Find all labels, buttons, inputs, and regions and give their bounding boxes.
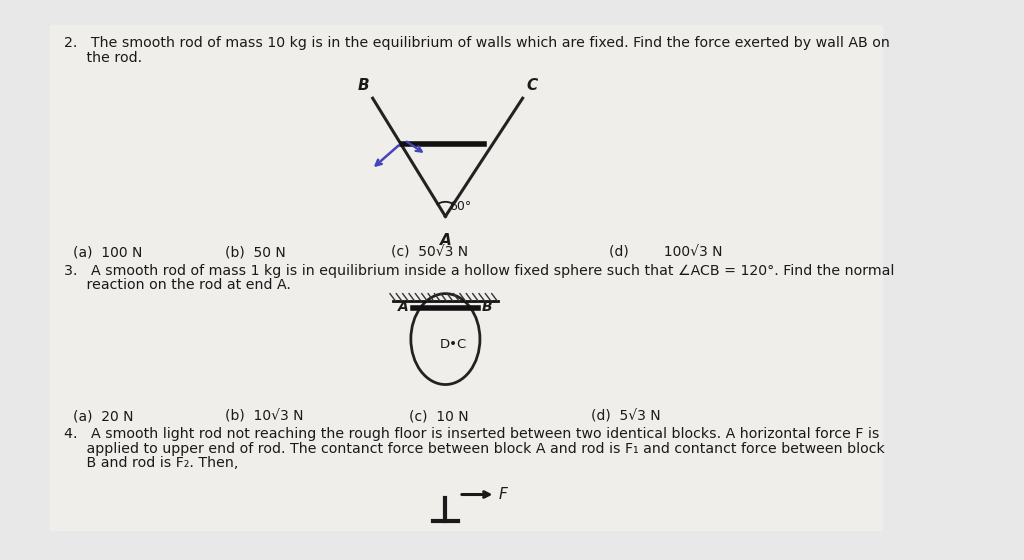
Text: (b)  50 N: (b) 50 N (225, 245, 286, 259)
Text: the rod.: the rod. (63, 51, 141, 65)
Text: B: B (357, 78, 369, 93)
Text: C: C (526, 78, 538, 93)
Text: (d)  5√3 N: (d) 5√3 N (591, 409, 660, 423)
Text: 60°: 60° (449, 200, 471, 213)
Text: (c)  10 N: (c) 10 N (409, 409, 469, 423)
Text: 3.   A smooth rod of mass 1 kg is in equilibrium inside a hollow fixed sphere su: 3. A smooth rod of mass 1 kg is in equil… (63, 264, 894, 278)
Text: (b)  10√3 N: (b) 10√3 N (225, 409, 304, 423)
Bar (50, 26, 882, 530)
Text: reaction on the rod at end A.: reaction on the rod at end A. (63, 278, 291, 292)
Text: B: B (481, 300, 493, 314)
Text: A: A (439, 233, 452, 248)
Text: A: A (398, 300, 409, 314)
Text: B and rod is F₂. Then,: B and rod is F₂. Then, (63, 456, 238, 470)
Text: (a)  100 N: (a) 100 N (73, 245, 142, 259)
Text: 2.   The smooth rod of mass 10 kg is in the equilibrium of walls which are fixed: 2. The smooth rod of mass 10 kg is in th… (63, 36, 890, 50)
Text: D•C: D•C (440, 338, 467, 351)
Text: (c)  50√3 N: (c) 50√3 N (391, 245, 468, 259)
Text: applied to upper end of rod. The contanct force between block A and rod is F₁ an: applied to upper end of rod. The contanc… (63, 442, 885, 456)
Text: 4.   A smooth light rod not reaching the rough floor is inserted between two ide: 4. A smooth light rod not reaching the r… (63, 427, 879, 441)
Text: (a)  20 N: (a) 20 N (73, 409, 133, 423)
Text: F: F (498, 487, 507, 502)
Text: (d)        100√3 N: (d) 100√3 N (609, 245, 723, 259)
